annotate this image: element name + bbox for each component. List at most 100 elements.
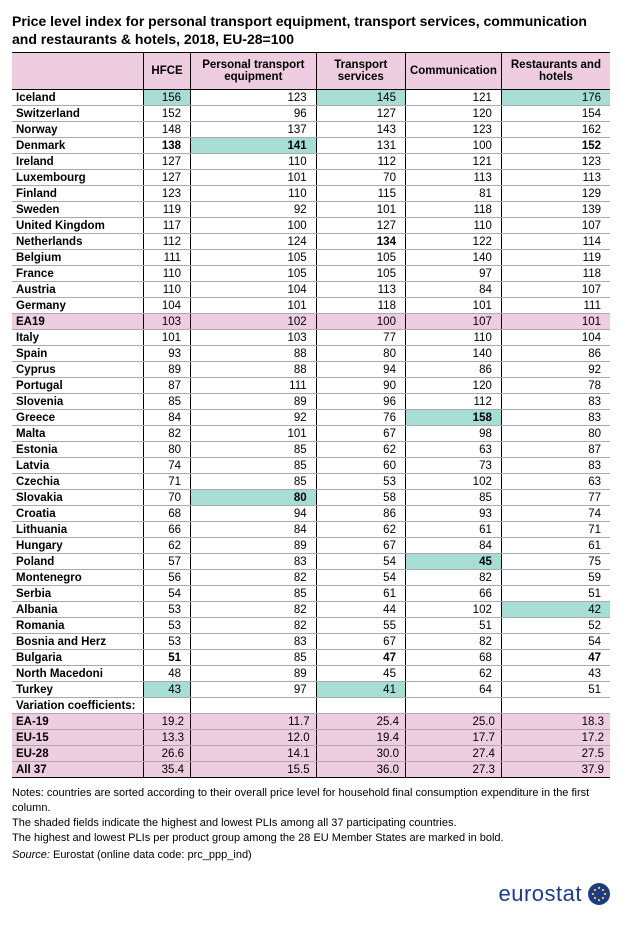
value-cell: 111 xyxy=(501,298,610,314)
country-cell: Luxembourg xyxy=(12,170,144,186)
value-cell: 127 xyxy=(144,170,191,186)
column-header: HFCE xyxy=(144,53,191,90)
value-cell: 80 xyxy=(316,346,405,362)
value-cell: 83 xyxy=(501,394,610,410)
value-cell: 51 xyxy=(501,682,610,698)
value-cell: 82 xyxy=(191,618,317,634)
value-cell: 101 xyxy=(144,330,191,346)
value-cell: 62 xyxy=(405,666,501,682)
country-cell: Croatia xyxy=(12,506,144,522)
eu-flag-icon xyxy=(588,883,610,905)
variation-value-cell: 13.3 xyxy=(144,730,191,746)
value-cell: 57 xyxy=(144,554,191,570)
value-cell: 67 xyxy=(316,426,405,442)
value-cell: 53 xyxy=(144,618,191,634)
value-cell: 127 xyxy=(144,154,191,170)
country-cell: Sweden xyxy=(12,202,144,218)
value-cell: 68 xyxy=(144,506,191,522)
value-cell: 83 xyxy=(501,458,610,474)
value-cell: 110 xyxy=(144,282,191,298)
value-cell: 51 xyxy=(405,618,501,634)
value-cell: 140 xyxy=(405,250,501,266)
variation-value-cell: 37.9 xyxy=(501,762,610,778)
value-cell: 84 xyxy=(405,538,501,554)
value-cell: 104 xyxy=(144,298,191,314)
country-cell: Poland xyxy=(12,554,144,570)
value-cell: 43 xyxy=(144,682,191,698)
country-cell: Iceland xyxy=(12,90,144,106)
value-cell: 56 xyxy=(144,570,191,586)
table-row: Slovenia85899611283 xyxy=(12,394,610,410)
value-cell: 80 xyxy=(144,442,191,458)
value-cell: 119 xyxy=(501,250,610,266)
table-row: Serbia5485616651 xyxy=(12,586,610,602)
value-cell: 82 xyxy=(191,602,317,618)
variation-value-cell: 19.2 xyxy=(144,714,191,730)
value-cell: 110 xyxy=(405,330,501,346)
value-cell: 58 xyxy=(316,490,405,506)
value-cell: 62 xyxy=(144,538,191,554)
value-cell: 104 xyxy=(501,330,610,346)
value-cell: 138 xyxy=(144,138,191,154)
country-cell: Malta xyxy=(12,426,144,442)
value-cell: 152 xyxy=(501,138,610,154)
value-cell: 41 xyxy=(316,682,405,698)
value-cell: 78 xyxy=(501,378,610,394)
value-cell: 59 xyxy=(501,570,610,586)
value-cell: 123 xyxy=(191,90,317,106)
country-cell: Albania xyxy=(12,602,144,618)
value-cell: 152 xyxy=(144,106,191,122)
table-row: Switzerland15296127120154 xyxy=(12,106,610,122)
value-cell: 77 xyxy=(316,330,405,346)
country-cell: Serbia xyxy=(12,586,144,602)
country-cell: Germany xyxy=(12,298,144,314)
value-cell: 52 xyxy=(501,618,610,634)
country-cell: Latvia xyxy=(12,458,144,474)
value-cell: 82 xyxy=(144,426,191,442)
variation-value-cell: 27.4 xyxy=(405,746,501,762)
country-cell: Montenegro xyxy=(12,570,144,586)
table-row: EA19103102100107101 xyxy=(12,314,610,330)
table-row: Turkey4397416451 xyxy=(12,682,610,698)
value-cell: 63 xyxy=(405,442,501,458)
value-cell: 127 xyxy=(316,218,405,234)
value-cell: 85 xyxy=(191,474,317,490)
eurostat-logo: eurostat xyxy=(499,881,611,907)
table-row: Estonia8085626387 xyxy=(12,442,610,458)
value-cell: 110 xyxy=(191,154,317,170)
value-cell: 62 xyxy=(316,522,405,538)
value-cell: 83 xyxy=(191,634,317,650)
value-cell: 86 xyxy=(501,346,610,362)
table-row: Italy10110377110104 xyxy=(12,330,610,346)
value-cell: 105 xyxy=(191,250,317,266)
country-cell: North Macedoni xyxy=(12,666,144,682)
variation-value-cell: 17.7 xyxy=(405,730,501,746)
value-cell: 140 xyxy=(405,346,501,362)
value-cell: 107 xyxy=(405,314,501,330)
value-cell: 105 xyxy=(316,250,405,266)
value-cell: 113 xyxy=(316,282,405,298)
variation-row: EU-1513.312.019.417.717.2 xyxy=(12,730,610,746)
table-row: Bulgaria5185476847 xyxy=(12,650,610,666)
country-cell: Romania xyxy=(12,618,144,634)
column-header: Restaurants and hotels xyxy=(501,53,610,90)
table-row: Hungary6289678461 xyxy=(12,538,610,554)
value-cell: 92 xyxy=(191,410,317,426)
value-cell: 55 xyxy=(316,618,405,634)
value-cell: 84 xyxy=(144,410,191,426)
table-row: United Kingdom117100127110107 xyxy=(12,218,610,234)
country-cell: Hungary xyxy=(12,538,144,554)
note-line: The highest and lowest PLIs per product … xyxy=(12,831,610,846)
value-cell: 90 xyxy=(316,378,405,394)
note-line: Notes: countries are sorted according to… xyxy=(12,786,610,816)
value-cell: 93 xyxy=(144,346,191,362)
value-cell: 102 xyxy=(191,314,317,330)
country-cell: Czechia xyxy=(12,474,144,490)
value-cell: 62 xyxy=(316,442,405,458)
value-cell: 110 xyxy=(405,218,501,234)
value-cell: 124 xyxy=(191,234,317,250)
value-cell: 100 xyxy=(191,218,317,234)
table-row: France11010510597118 xyxy=(12,266,610,282)
table-row: Netherlands112124134122114 xyxy=(12,234,610,250)
value-cell: 83 xyxy=(501,410,610,426)
